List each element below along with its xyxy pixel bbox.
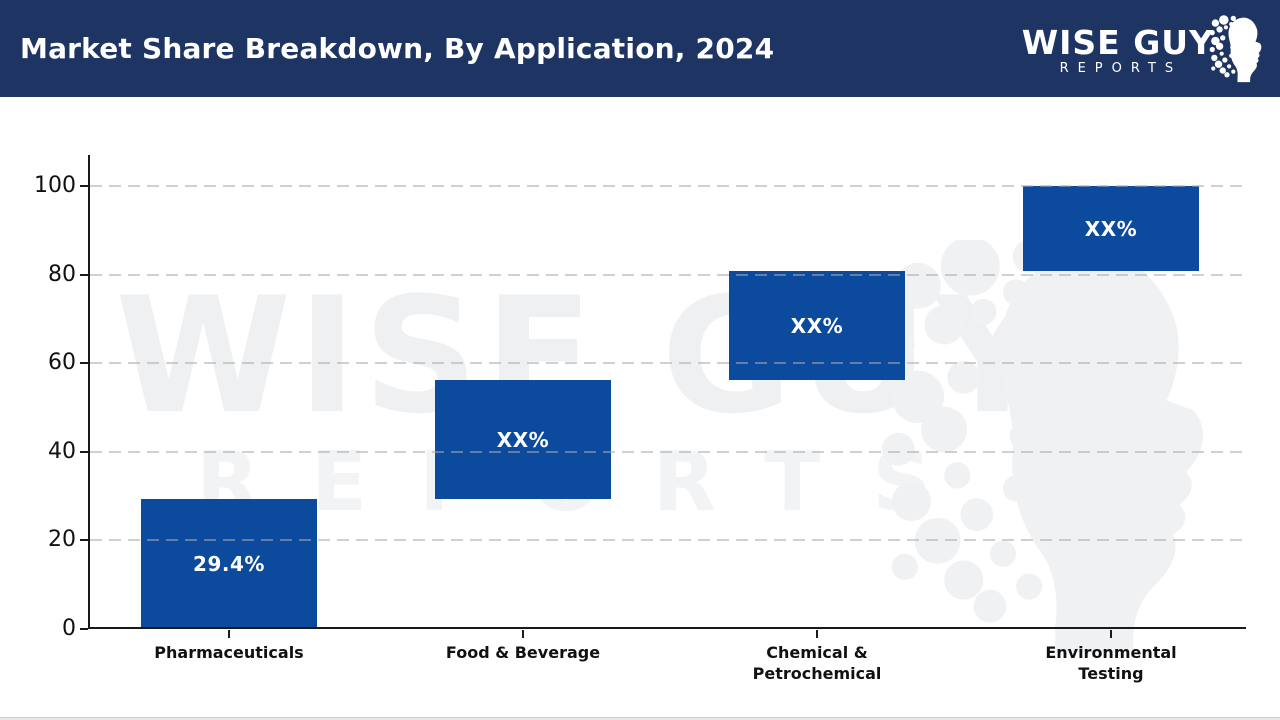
x-label-environmental-testing: Environmental Testing (1045, 643, 1177, 684)
bar-value-label: XX% (790, 313, 844, 338)
bottom-border (0, 717, 1280, 720)
gridline-40 (90, 450, 1246, 453)
y-tick-label-40: 40 (48, 438, 76, 464)
header-bar: Market Share Breakdown, By Application, … (0, 0, 1280, 97)
bar-environmental-testing: XX% (1023, 186, 1199, 272)
wiseguy-head-icon (1208, 15, 1266, 85)
y-tick-mark-40 (80, 450, 88, 453)
brand-logo: WISE GUY REPORTS (1022, 6, 1266, 94)
y-tick-label-100: 100 (34, 173, 76, 198)
bar-pharmaceuticals: 29.4% (141, 498, 317, 629)
page-title: Market Share Breakdown, By Application, … (20, 32, 775, 65)
x-axis-line (88, 627, 1246, 629)
bar-value-label: 29.4% (193, 551, 265, 576)
x-label-pharmaceuticals: Pharmaceuticals (154, 643, 304, 662)
y-tick-mark-0 (80, 628, 88, 630)
gridline-80 (90, 273, 1246, 276)
y-tick-mark-80 (80, 273, 88, 276)
x-tick-mark-pharmaceuticals (228, 630, 230, 638)
waterfall-chart: WISE GUY REPORTS 02040608010029.4%Pharma… (0, 97, 1280, 720)
gridline-60 (90, 362, 1246, 365)
y-tick-mark-60 (80, 362, 88, 365)
y-tick-mark-20 (80, 539, 88, 542)
y-axis-line (88, 155, 90, 629)
y-tick-label-60: 60 (48, 350, 76, 376)
x-label-food-beverage: Food & Beverage (445, 643, 601, 662)
brand-wordmark: WISE GUY REPORTS (1022, 26, 1214, 75)
y-tick-label-20: 20 (48, 527, 76, 553)
x-tick-mark-environmental-testing (1110, 630, 1112, 638)
brand-name: WISE GUY (1021, 22, 1214, 62)
x-label-chemical-petrochemical: Chemical & Petrochemical (752, 643, 882, 684)
y-tick-label-80: 80 (48, 261, 76, 287)
bar-value-label: XX% (1084, 216, 1138, 241)
bar-food-beverage: XX% (435, 380, 611, 499)
x-tick-mark-food-beverage (522, 630, 524, 638)
bar-value-label: XX% (496, 427, 550, 452)
brand-subtitle: REPORTS (1059, 60, 1183, 76)
y-tick-label-0: 0 (62, 616, 76, 641)
y-tick-mark-100 (80, 185, 88, 187)
gridline-100 (90, 185, 1246, 187)
x-tick-mark-chemical-petrochemical (816, 630, 818, 638)
gridline-20 (90, 539, 1246, 542)
